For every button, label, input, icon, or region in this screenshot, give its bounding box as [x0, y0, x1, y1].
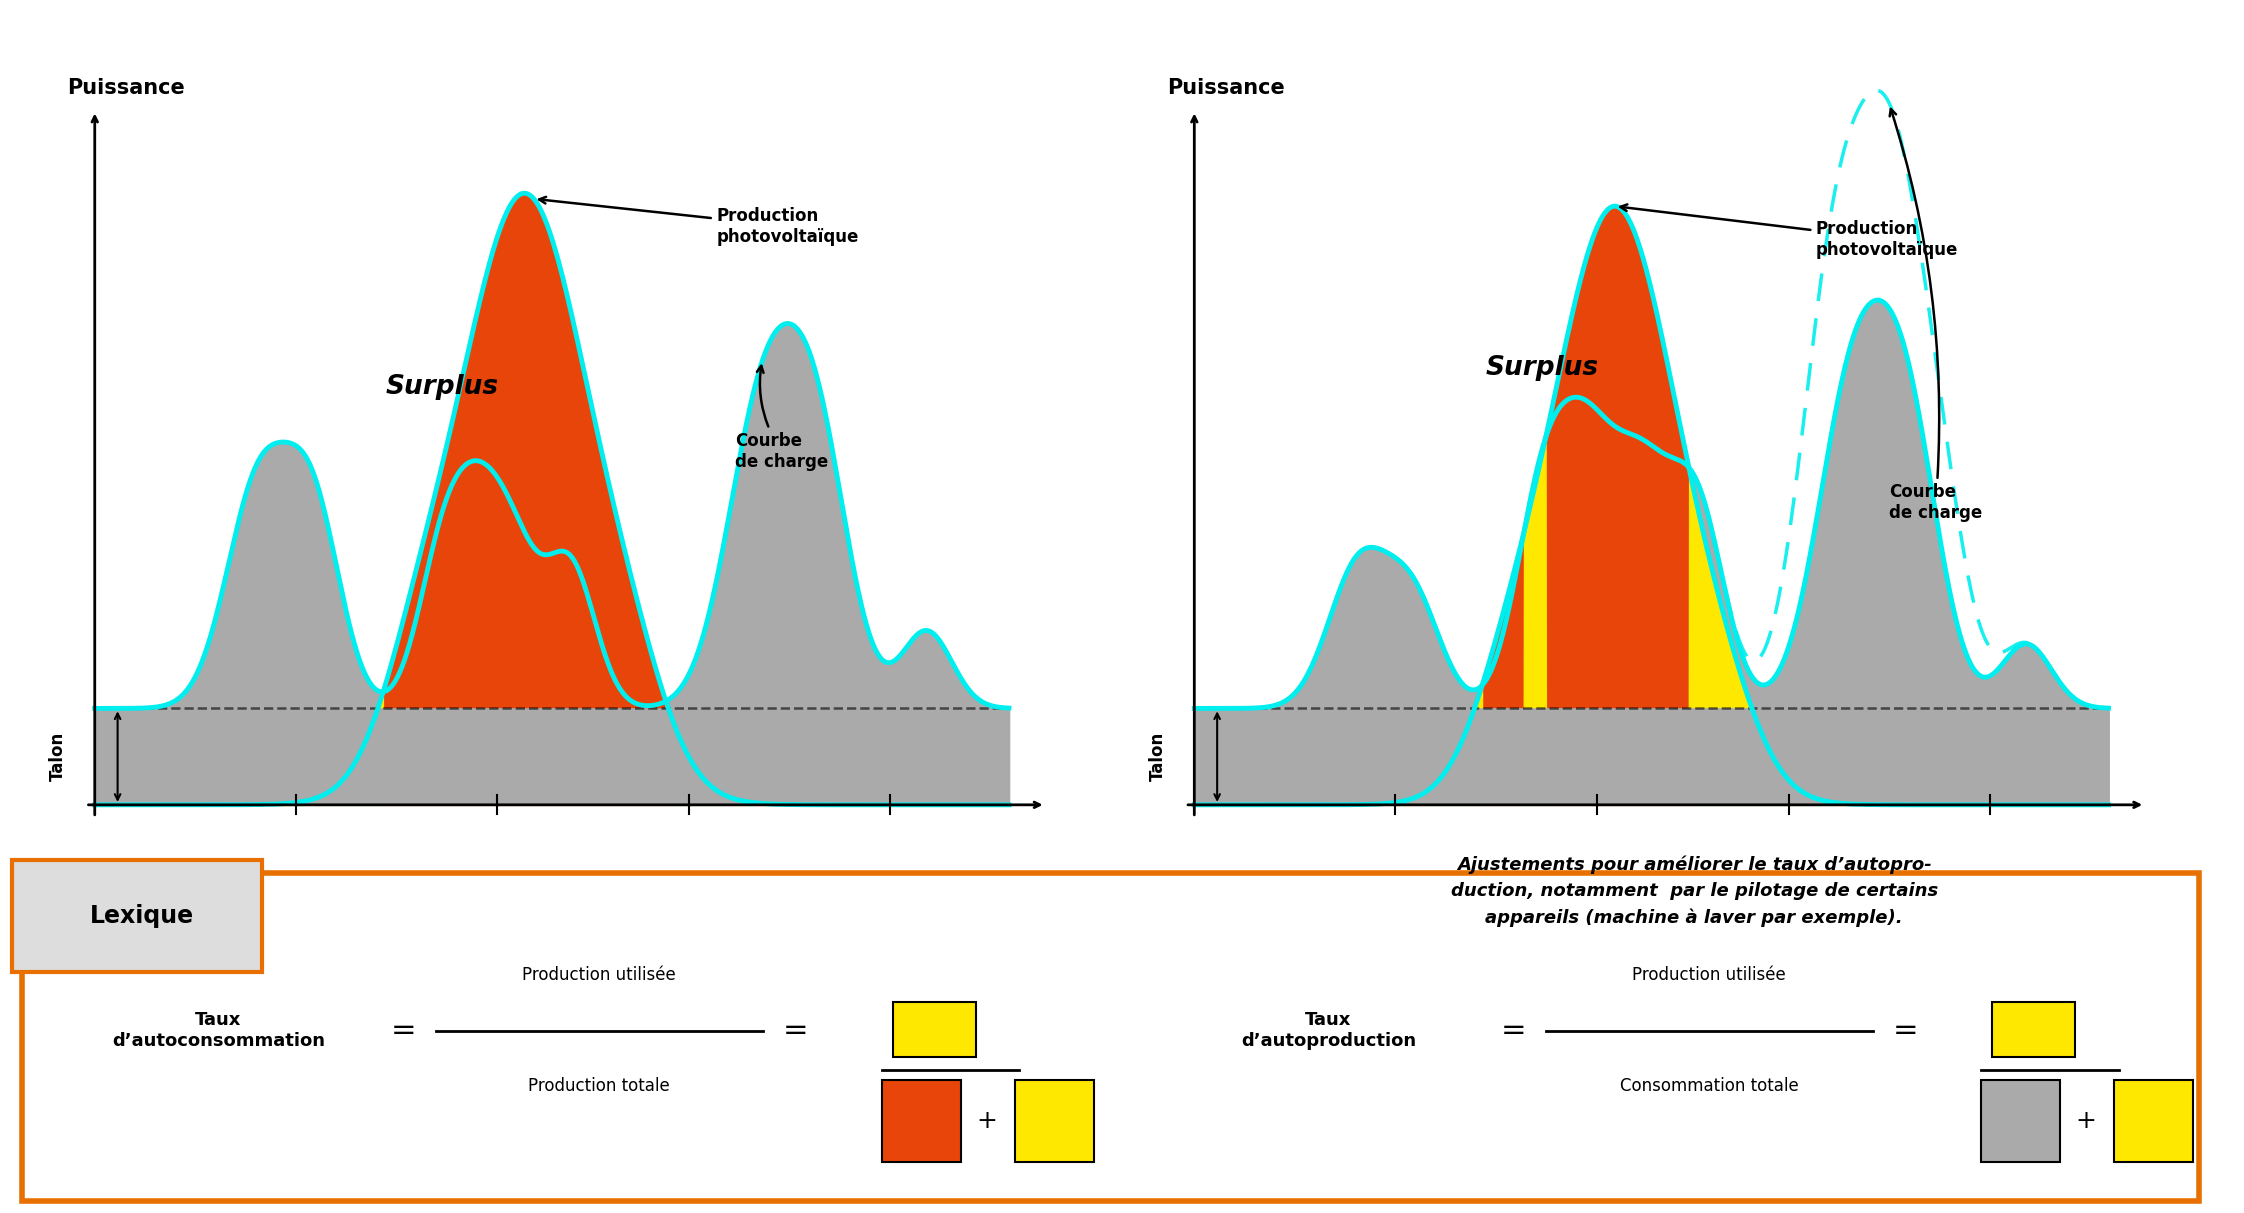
- Text: Surplus: Surplus: [1486, 354, 1598, 381]
- Text: =: =: [783, 1016, 808, 1046]
- Text: Production
photovoltaïque: Production photovoltaïque: [539, 197, 859, 246]
- Text: Puissance: Puissance: [67, 78, 184, 98]
- Text: =: =: [1501, 1016, 1526, 1046]
- Text: Courbe
de charge: Courbe de charge: [734, 366, 828, 471]
- Polygon shape: [1405, 853, 1459, 892]
- Text: Taux
d’autoproduction: Taux d’autoproduction: [1241, 1012, 1416, 1050]
- Bar: [882, 1080, 960, 1162]
- Text: Talon: Talon: [49, 731, 67, 781]
- Polygon shape: [1838, 854, 1887, 890]
- Polygon shape: [1207, 843, 1272, 888]
- Circle shape: [323, 865, 343, 879]
- Text: =: =: [1892, 1016, 1919, 1046]
- Circle shape: [1851, 866, 1871, 879]
- Text: Production
photovoltaïque: Production photovoltaïque: [1620, 204, 1959, 258]
- Text: +: +: [2076, 1109, 2096, 1133]
- Text: Talon: Talon: [1149, 731, 1167, 781]
- Polygon shape: [2013, 843, 2076, 888]
- Bar: [893, 1002, 976, 1057]
- Text: =: =: [390, 1016, 415, 1046]
- Bar: [1993, 1002, 2076, 1057]
- Text: Ajustements pour améliorer le taux d’autopro-
duction, notamment  par le pilotag: Ajustements pour améliorer le taux d’aut…: [1450, 855, 1939, 927]
- Text: Production utilisée: Production utilisée: [1631, 966, 1786, 984]
- Polygon shape: [913, 843, 976, 888]
- Bar: [1014, 1080, 1093, 1162]
- Polygon shape: [738, 854, 788, 890]
- Bar: [1981, 1080, 2060, 1162]
- Text: Production totale: Production totale: [527, 1077, 671, 1095]
- Polygon shape: [305, 853, 359, 892]
- Text: Surplus: Surplus: [386, 374, 498, 400]
- Text: Lexique: Lexique: [90, 904, 195, 928]
- Bar: [2114, 1080, 2192, 1162]
- Circle shape: [1638, 860, 1665, 878]
- Polygon shape: [518, 844, 586, 894]
- Circle shape: [752, 866, 772, 879]
- Text: Consommation totale: Consommation totale: [1620, 1077, 1800, 1095]
- Text: Taux
d’autoconsommation: Taux d’autoconsommation: [112, 1012, 325, 1050]
- Text: +: +: [976, 1109, 996, 1133]
- Circle shape: [539, 860, 565, 878]
- Polygon shape: [108, 843, 173, 888]
- Text: Puissance: Puissance: [1167, 78, 1284, 98]
- Text: Courbe
de charge: Courbe de charge: [1889, 109, 1981, 523]
- Text: Production utilisée: Production utilisée: [523, 966, 675, 984]
- Circle shape: [1423, 865, 1443, 879]
- Polygon shape: [1618, 844, 1685, 894]
